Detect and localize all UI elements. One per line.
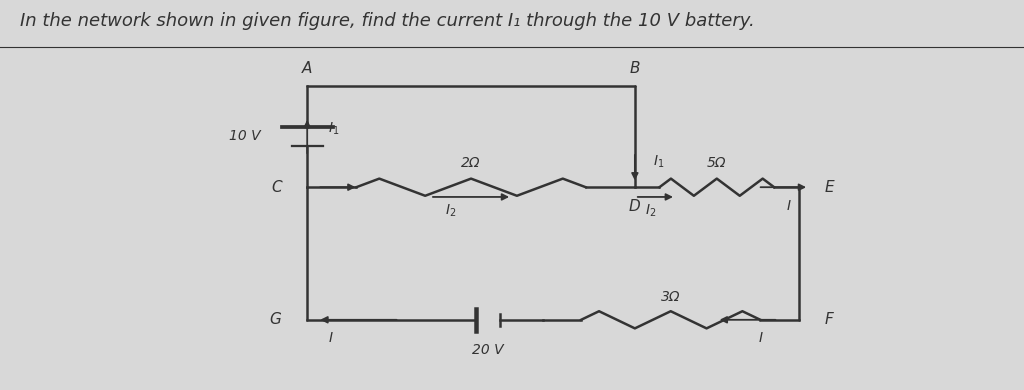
Text: In the network shown in given figure, find the current I₁ through the 10 V batte: In the network shown in given figure, fi… xyxy=(20,12,756,30)
Text: $I_1$: $I_1$ xyxy=(328,121,339,137)
Text: A: A xyxy=(302,61,312,76)
Text: $I_2$: $I_2$ xyxy=(645,203,656,219)
Text: $I_1$: $I_1$ xyxy=(653,154,665,170)
Text: $I$: $I$ xyxy=(328,332,334,346)
Text: C: C xyxy=(271,180,282,195)
Text: $I$: $I$ xyxy=(758,332,764,346)
Text: E: E xyxy=(824,180,834,195)
Text: G: G xyxy=(269,312,282,327)
Text: 20 V: 20 V xyxy=(472,343,504,357)
Text: $I$: $I$ xyxy=(785,199,792,213)
Text: 3Ω: 3Ω xyxy=(660,290,681,304)
Text: $I_2$: $I_2$ xyxy=(444,203,457,219)
Text: B: B xyxy=(630,61,640,76)
Text: 5Ω: 5Ω xyxy=(707,156,727,170)
Text: D: D xyxy=(629,199,641,214)
Text: F: F xyxy=(824,312,834,327)
Text: 10 V: 10 V xyxy=(229,129,261,144)
Text: 2Ω: 2Ω xyxy=(461,156,481,170)
